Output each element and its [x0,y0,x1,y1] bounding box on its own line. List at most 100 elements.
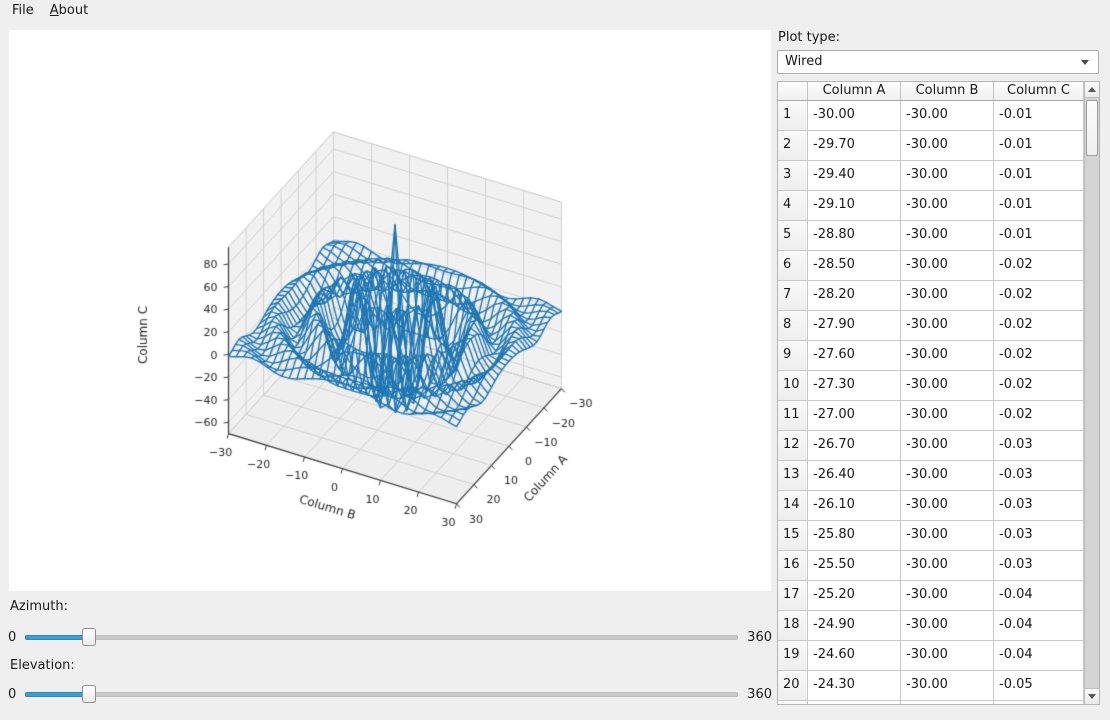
cell-column-a[interactable]: -24.60 [808,641,901,671]
cell-column-c[interactable]: -0.03 [994,551,1084,581]
row-number-cell: 5 [778,221,808,251]
cell-column-a[interactable]: -24.30 [808,671,901,701]
scrollbar-thumb[interactable] [1086,100,1098,156]
table-header-row: Column A Column B Column C [778,82,1099,101]
cell-column-c[interactable]: -0.01 [994,101,1084,131]
cell-column-c[interactable]: -0.03 [994,431,1084,461]
cell-column-a[interactable]: -27.30 [808,371,901,401]
cell-column-a[interactable]: -27.90 [808,311,901,341]
cell-column-c[interactable]: -0.03 [994,521,1084,551]
cell-column-c[interactable]: -0.04 [994,581,1084,611]
cell-column-a[interactable]: -28.80 [808,221,901,251]
azimuth-slider-row: 0 360 [8,627,772,647]
cell-column-a[interactable]: -29.10 [808,191,901,221]
elevation-slider[interactable] [25,684,738,704]
scroll-down-button[interactable] [1085,688,1099,704]
cell-column-b[interactable]: -30.00 [901,341,994,371]
cell-column-b[interactable]: -30.00 [901,101,994,131]
cell-column-b[interactable]: -30.00 [901,581,994,611]
azimuth-slider-handle[interactable] [82,628,96,646]
azimuth-slider-groove[interactable] [25,635,738,640]
cell-column-c[interactable] [994,701,1084,704]
cell-column-c[interactable]: -0.02 [994,281,1084,311]
table-scrollbar[interactable] [1084,82,1099,704]
azimuth-min-label: 0 [8,629,17,645]
cell-column-b[interactable]: -30.00 [901,671,994,701]
cell-column-b[interactable]: -30.00 [901,431,994,461]
cell-column-b[interactable]: -30.00 [901,551,994,581]
table-row: 7 -28.20 -30.00 -0.02 [778,281,1099,311]
cell-column-c[interactable]: -0.05 [994,671,1084,701]
menu-file[interactable]: File [12,3,34,18]
cell-column-b[interactable]: -30.00 [901,641,994,671]
cell-column-b[interactable]: -30.00 [901,401,994,431]
scroll-up-button[interactable] [1085,82,1099,98]
row-number-cell: 15 [778,521,808,551]
cell-column-a[interactable]: -25.50 [808,551,901,581]
cell-column-c[interactable]: -0.04 [994,611,1084,641]
cell-column-a[interactable]: -25.80 [808,521,901,551]
menubar: File About [0,0,1110,21]
cell-column-b[interactable]: -30.00 [901,251,994,281]
cell-column-a[interactable]: -24.90 [808,611,901,641]
row-number-cell: 10 [778,371,808,401]
cell-column-c[interactable]: -0.03 [994,461,1084,491]
table-header-column-a[interactable]: Column A [808,82,901,100]
cell-column-b[interactable]: -30.00 [901,281,994,311]
table-row [778,701,1099,704]
table-row: 19 -24.60 -30.00 -0.04 [778,641,1099,671]
cell-column-c[interactable]: -0.03 [994,491,1084,521]
cell-column-c[interactable]: -0.02 [994,311,1084,341]
cell-column-c[interactable]: -0.02 [994,401,1084,431]
cell-column-c[interactable]: -0.04 [994,641,1084,671]
elevation-slider-handle[interactable] [82,685,96,703]
menu-about[interactable]: About [49,3,89,18]
cell-column-c[interactable]: -0.02 [994,251,1084,281]
cell-column-b[interactable]: -30.00 [901,611,994,641]
cell-column-b[interactable]: -30.00 [901,491,994,521]
cell-column-b[interactable]: -30.00 [901,311,994,341]
cell-column-b[interactable]: -30.00 [901,191,994,221]
cell-column-b[interactable]: -30.00 [901,461,994,491]
cell-column-c[interactable]: -0.01 [994,161,1084,191]
wireframe-3d-plot[interactable] [9,30,771,591]
cell-column-a[interactable]: -26.40 [808,461,901,491]
cell-column-b[interactable]: -30.00 [901,521,994,551]
cell-column-c[interactable]: -0.02 [994,341,1084,371]
table-row: 20 -24.30 -30.00 -0.05 [778,671,1099,701]
cell-column-c[interactable]: -0.01 [994,191,1084,221]
cell-column-a[interactable]: -27.60 [808,341,901,371]
cell-column-a[interactable]: -26.10 [808,491,901,521]
table-header-column-c[interactable]: Column C [994,82,1084,100]
cell-column-b[interactable]: -30.00 [901,131,994,161]
cell-column-c[interactable]: -0.01 [994,131,1084,161]
elevation-label: Elevation: [10,658,75,673]
row-number-cell: 9 [778,341,808,371]
plot-type-dropdown[interactable]: Wired [777,50,1099,74]
cell-column-b[interactable] [901,701,994,704]
azimuth-max-label: 360 [747,629,772,645]
cell-column-b[interactable]: -30.00 [901,371,994,401]
cell-column-b[interactable]: -30.00 [901,221,994,251]
cell-column-c[interactable]: -0.01 [994,221,1084,251]
cell-column-a[interactable]: -26.70 [808,431,901,461]
cell-column-b[interactable]: -30.00 [901,161,994,191]
cell-column-a[interactable]: -29.40 [808,161,901,191]
table-row: 3 -29.40 -30.00 -0.01 [778,161,1099,191]
cell-column-c[interactable]: -0.02 [994,371,1084,401]
cell-column-a[interactable]: -30.00 [808,101,901,131]
cell-column-a[interactable]: -28.50 [808,251,901,281]
row-number-cell: 18 [778,611,808,641]
azimuth-slider[interactable] [25,627,738,647]
row-number-cell: 6 [778,251,808,281]
cell-column-a[interactable]: -28.20 [808,281,901,311]
cell-column-a[interactable]: -25.20 [808,581,901,611]
cell-column-a[interactable]: -29.70 [808,131,901,161]
table-header-column-b[interactable]: Column B [901,82,994,100]
cell-column-a[interactable]: -27.00 [808,401,901,431]
cell-column-a[interactable] [808,701,901,704]
row-number-cell: 12 [778,431,808,461]
plot-canvas-area[interactable] [9,30,771,591]
data-table: Column A Column B Column C 1 -30.00 -30.00… [777,81,1100,705]
elevation-slider-groove[interactable] [25,692,738,697]
